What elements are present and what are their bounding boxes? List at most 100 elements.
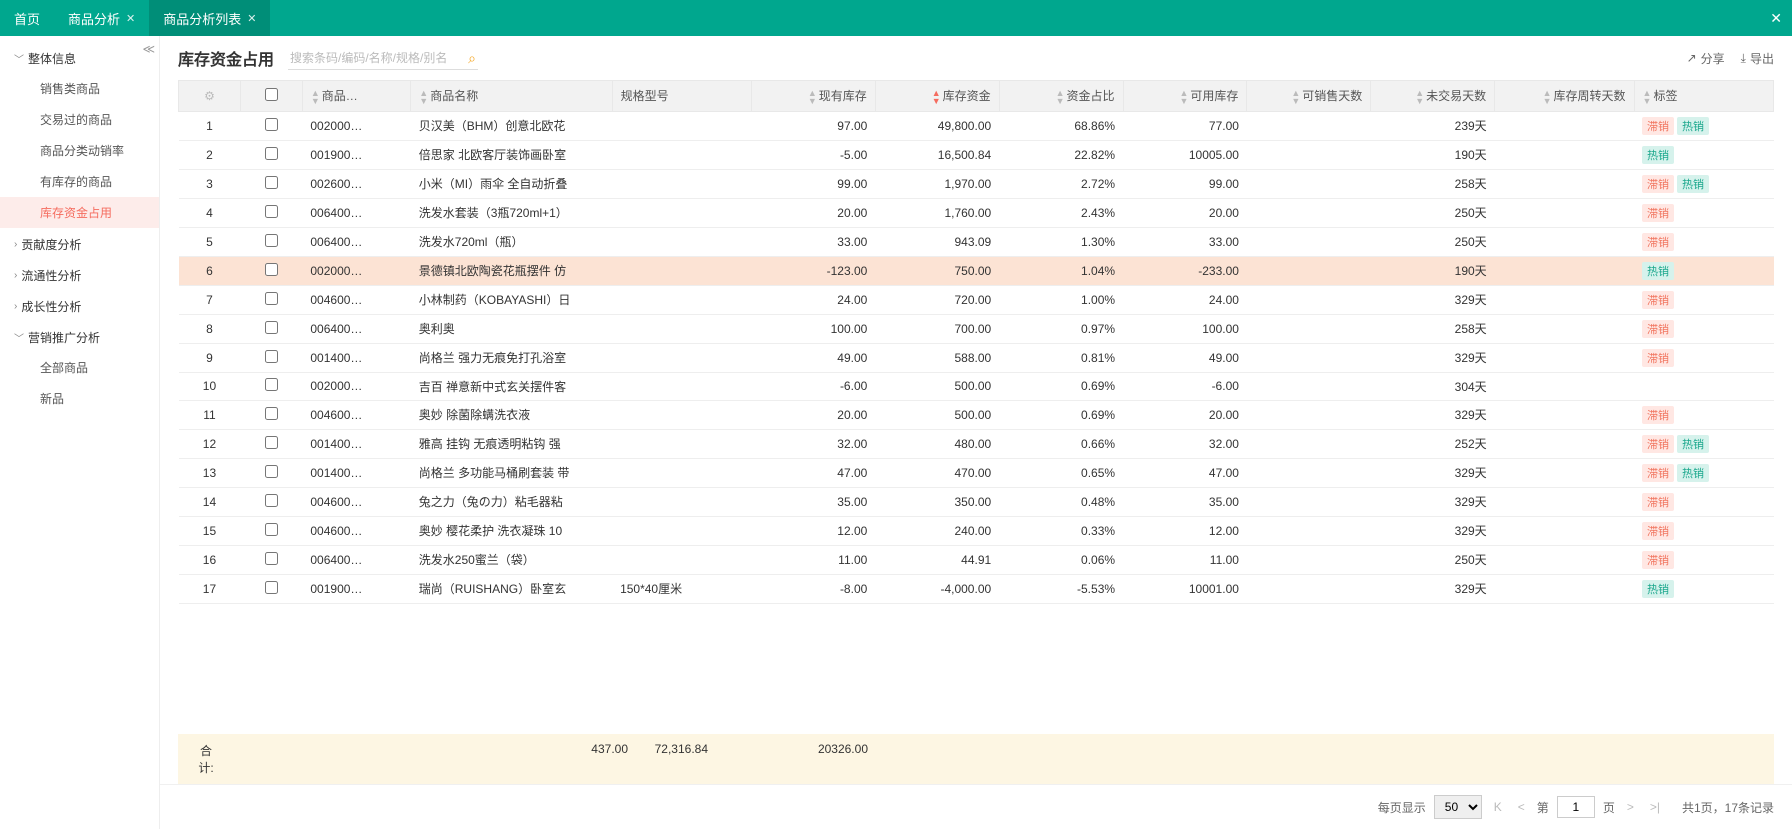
row-tags: 滞销热销 [1634,111,1773,140]
sort-icon[interactable]: ▲▼ [311,89,320,105]
column-header[interactable]: ▲▼现有库存 [751,81,875,112]
row-checkbox[interactable] [265,205,278,218]
column-header[interactable]: ▲▼标签 [1634,81,1773,112]
row-checkbox[interactable] [265,321,278,334]
table-row[interactable]: 8006400…奥利奥100.00700.000.97%100.00258天滞销 [179,314,1774,343]
sidebar-group[interactable]: ﹀整体信息 [0,42,159,73]
sidebar-collapse-icon[interactable]: ≪ [142,42,155,56]
row-checkbox[interactable] [265,378,278,391]
page-input[interactable] [1557,796,1595,818]
table-row[interactable]: 11004600…奥妙 除菌除螨洗衣液20.00500.000.69%20.00… [179,400,1774,429]
page-first-icon[interactable]: K [1490,800,1506,814]
table-row[interactable]: 16006400…洗发水250蜜兰（袋）11.0044.910.06%11.00… [179,545,1774,574]
row-checkbox[interactable] [265,494,278,507]
tab-商品分析[interactable]: 商品分析✕ [54,0,149,36]
tab-close-icon[interactable]: ✕ [126,12,135,25]
page-prev-icon[interactable]: < [1514,800,1529,814]
row-checkbox[interactable] [265,436,278,449]
tab-商品分析列表[interactable]: 商品分析列表✕ [149,0,270,36]
table-row[interactable]: 13001400…尚格兰 多功能马桶刷套装 带47.00470.000.65%4… [179,458,1774,487]
sidebar-group[interactable]: ﹀营销推广分析 [0,321,159,352]
row-checkbox[interactable] [265,234,278,247]
table-row[interactable]: 3002600…小米（MI）雨伞 全自动折叠99.001,970.002.72%… [179,169,1774,198]
column-header[interactable]: ▲▼可销售天数 [1247,81,1371,112]
table-row[interactable]: 1002000…贝汉美（BHM）创意北欧花97.0049,800.0068.86… [179,111,1774,140]
row-checkbox[interactable] [265,465,278,478]
sidebar-item[interactable]: 库存资金占用 [0,197,159,228]
table-row[interactable]: 5006400…洗发水720ml（瓶）33.00943.091.30%33.00… [179,227,1774,256]
sort-icon[interactable]: ▲▼ [808,89,817,105]
sidebar-item[interactable]: 商品分类动销率 [0,135,159,166]
row-checkbox[interactable] [265,176,278,189]
sort-icon[interactable]: ▲▼ [1543,89,1552,105]
sidebar-group[interactable]: ›贡献度分析 [0,228,159,259]
column-header[interactable]: ▲▼资金占比 [999,81,1123,112]
gear-icon[interactable]: ⚙ [204,89,215,103]
row-checkbox[interactable] [265,523,278,536]
table-row[interactable]: 4006400…洗发水套装（3瓶720ml+1）20.001,760.002.4… [179,198,1774,227]
row-index: 4 [179,198,241,227]
table-row[interactable]: 7004600…小林制药（KOBAYASHI）日24.00720.001.00%… [179,285,1774,314]
export-button[interactable]: ⤓ 导出 [1741,50,1774,67]
cell-nodeal: 190天 [1371,256,1495,285]
column-header[interactable]: ▲▼商品… [302,81,410,112]
table-row[interactable]: 14004600…兔之力（兔の力）粘毛器粘35.00350.000.48%35.… [179,487,1774,516]
close-all-icon[interactable]: ✕ [1770,0,1782,36]
search-input[interactable] [288,47,478,70]
column-header[interactable]: ▲▼库存资金 [875,81,999,112]
search-icon[interactable]: ⌕ [468,50,476,67]
column-header[interactable]: ▲▼商品名称 [411,81,612,112]
row-checkbox[interactable] [265,118,278,131]
sort-icon[interactable]: ▲▼ [1179,89,1188,105]
per-page-select[interactable]: 50 [1434,795,1482,819]
sort-icon[interactable]: ▲▼ [1056,89,1065,105]
page-last-icon[interactable]: >| [1646,800,1664,814]
row-tags: 滞销热销 [1634,169,1773,198]
table-row[interactable]: 12001400…雅高 挂钩 无痕透明粘钩 强32.00480.000.66%3… [179,429,1774,458]
column-header[interactable]: 规格型号 [612,81,751,112]
sidebar-item[interactable]: 全部商品 [0,352,159,383]
page-next-icon[interactable]: > [1623,800,1638,814]
sort-icon[interactable]: ▲▼ [1643,89,1652,105]
table-row[interactable]: 10002000…吉百 禅意新中式玄关摆件客-6.00500.000.69%-6… [179,372,1774,400]
row-checkbox[interactable] [265,263,278,276]
table-row[interactable]: 15004600…奥妙 樱花柔护 洗衣凝珠 1012.00240.000.33%… [179,516,1774,545]
column-header[interactable]: ⚙ [179,81,241,112]
column-header[interactable]: ▲▼可用库存 [1123,81,1247,112]
column-header[interactable]: ▲▼库存周转天数 [1495,81,1634,112]
sidebar-item[interactable]: 新品 [0,383,159,414]
row-checkbox[interactable] [265,407,278,420]
select-all-checkbox[interactable] [265,88,278,101]
column-header[interactable] [240,81,302,112]
sort-icon[interactable]: ▲▼ [1291,89,1300,105]
cell-avail: 12.00 [1123,516,1247,545]
column-header[interactable]: ▲▼未交易天数 [1371,81,1495,112]
tab-close-icon[interactable]: ✕ [247,12,256,25]
table-row[interactable]: 2001900…倍思家 北欧客厅装饰画卧室-5.0016,500.8422.82… [179,140,1774,169]
cell-saledays [1247,227,1371,256]
row-checkbox[interactable] [265,147,278,160]
sidebar-item[interactable]: 交易过的商品 [0,104,159,135]
cell-name: 奥利奥 [411,314,612,343]
row-checkbox[interactable] [265,350,278,363]
cell-saledays [1247,429,1371,458]
row-checkbox[interactable] [265,292,278,305]
sort-icon[interactable]: ▲▼ [1415,89,1424,105]
sidebar-item[interactable]: 销售类商品 [0,73,159,104]
sidebar-item[interactable]: 有库存的商品 [0,166,159,197]
cell-spec [612,314,751,343]
sidebar-group[interactable]: ›流通性分析 [0,259,159,290]
sidebar-group[interactable]: ›成长性分析 [0,290,159,321]
cell-avail: 11.00 [1123,545,1247,574]
row-tags: 滞销 [1634,545,1773,574]
row-checkbox[interactable] [265,552,278,565]
table-row[interactable]: 6002000…景德镇北欧陶瓷花瓶摆件 仿-123.00750.001.04%-… [179,256,1774,285]
row-checkbox[interactable] [265,581,278,594]
table-row[interactable]: 17001900…瑞尚（RUISHANG）卧室玄150*40厘米-8.00-4,… [179,574,1774,603]
table-row[interactable]: 9001400…尚格兰 强力无痕免打孔浴室49.00588.000.81%49.… [179,343,1774,372]
tab-首页[interactable]: 首页 [0,0,54,36]
sort-icon[interactable]: ▲▼ [419,89,428,105]
share-button[interactable]: ↗ 分享 [1687,50,1725,67]
cell-turn [1495,400,1634,429]
sort-icon[interactable]: ▲▼ [932,89,941,105]
